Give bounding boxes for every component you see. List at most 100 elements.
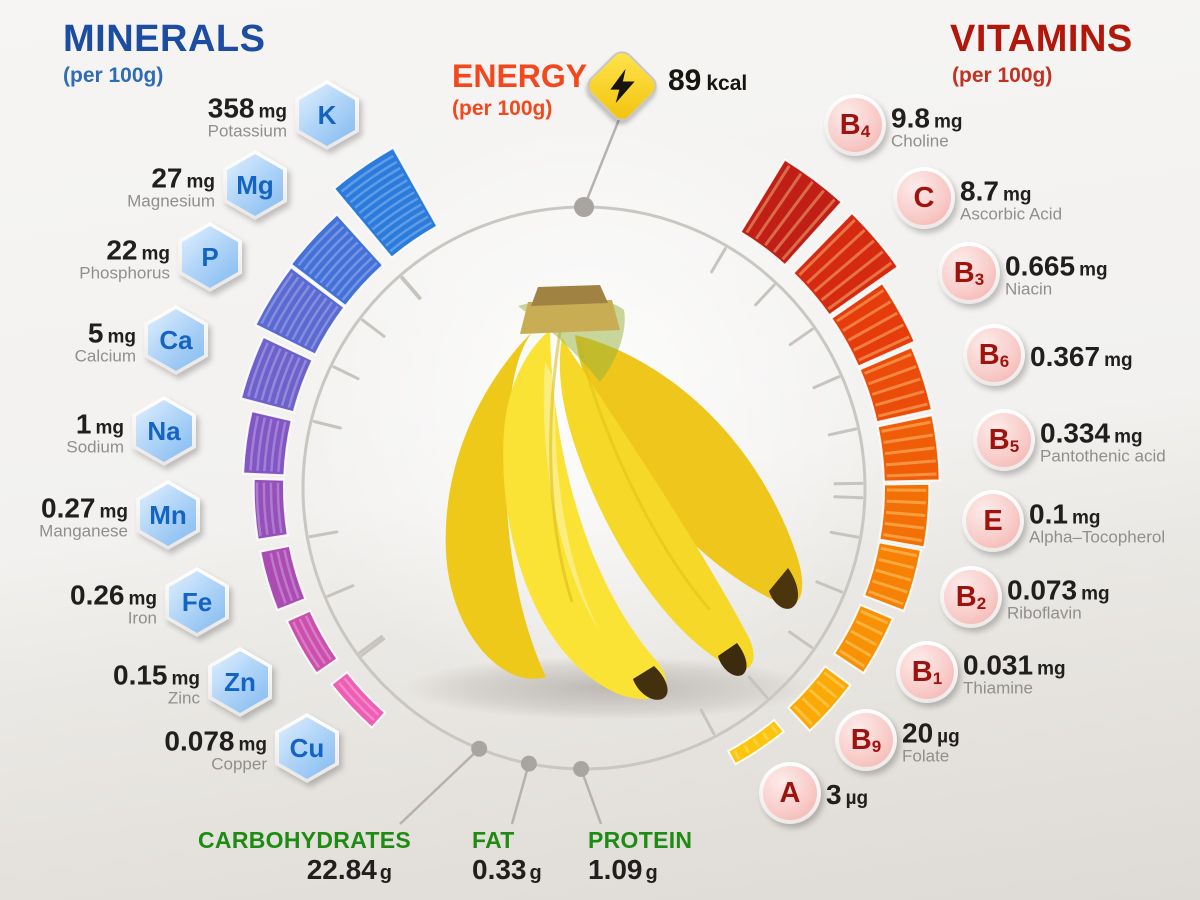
vitamin-circle-badge: C — [893, 167, 955, 229]
segment-stripe — [863, 352, 912, 375]
segment-stripe — [260, 272, 294, 325]
minerals-header: MINERALS (per 100g) — [63, 20, 265, 88]
axis-tick — [312, 420, 342, 430]
mineral-symbol: Ca — [159, 324, 193, 355]
vitamin-row: 8.7 mg Ascorbic Acid — [960, 176, 1062, 225]
segment-stripe — [376, 203, 422, 236]
axis-tick — [833, 495, 864, 500]
segment-stripe — [272, 280, 305, 331]
vitamin-value: 0.367 mg — [1030, 341, 1133, 372]
segment-stripe — [263, 418, 273, 472]
segment-stripe — [880, 546, 918, 558]
mineral-row: 0.078 mg Copper — [164, 726, 267, 775]
segment-stripe — [255, 482, 262, 536]
segment-stripe — [380, 209, 426, 242]
mineral-row: 0.27 mg Manganese — [39, 493, 128, 542]
segment-stripe — [269, 552, 287, 604]
mineral-symbol: P — [201, 241, 219, 272]
segment-stripe — [871, 377, 921, 396]
vitamin-symbol-subscript: 1 — [932, 669, 943, 688]
vitamin-arc-segment — [791, 211, 900, 317]
segment-stripe — [343, 677, 380, 716]
axis-tick — [754, 283, 776, 307]
segment-stripe — [733, 750, 741, 760]
minerals-subtitle: (per 100g) — [63, 64, 164, 87]
vitamins-title: VITAMINS — [950, 18, 1133, 60]
mineral-value: 358 mg — [207, 92, 287, 124]
segment-stripe — [883, 433, 934, 444]
mineral-name: Zinc — [167, 688, 200, 708]
segment-stripe — [338, 682, 375, 722]
energy-subtitle: (per 100g) — [452, 97, 553, 120]
segment-stripe — [303, 301, 334, 347]
vitamin-row: 3 µg — [826, 779, 868, 811]
segment-stripe — [801, 697, 822, 717]
vitamin-symbol-subscript: 6 — [999, 352, 1010, 371]
mineral-symbol: Cu — [289, 732, 325, 763]
mineral-arc-segment — [289, 212, 385, 308]
macro-fat: FAT 0.33 g — [472, 827, 542, 886]
mineral-row: 358 mg Potassium — [208, 93, 287, 142]
energy-kcal-number: 89 — [668, 64, 702, 97]
segment-stripe — [885, 459, 936, 467]
segment-stripe — [270, 420, 280, 472]
axis-tick — [812, 375, 841, 390]
axis-tick — [829, 530, 860, 539]
mineral-arc-segment — [332, 146, 439, 260]
vitamin-row: 9.8 mg Choline — [891, 103, 962, 152]
segment-stripe — [287, 359, 308, 408]
segment-stripe — [283, 549, 300, 599]
segment-stripe — [371, 197, 419, 231]
mineral-value: 5 mg — [87, 317, 136, 349]
macro-carbohydrates: CARBOHYDRATES 22.84 g — [198, 827, 411, 886]
mineral-symbol: Na — [147, 415, 181, 446]
segment-stripe — [770, 724, 779, 734]
energy-title: ENERGY — [452, 58, 588, 94]
segment-stripe — [808, 688, 830, 708]
mineral-symbol: Zn — [224, 666, 256, 697]
segment-stripe — [308, 231, 350, 275]
mineral-symbol: K — [317, 99, 337, 130]
segment-stripe — [389, 221, 433, 253]
segment-stripe — [844, 639, 872, 658]
vitamin-name: Choline — [891, 131, 949, 151]
vitamin-value: 0.1 mg — [1029, 498, 1101, 530]
mineral-symbol: Mn — [149, 499, 187, 530]
segment-stripe — [820, 250, 884, 302]
vitamin-symbol: B — [850, 723, 872, 756]
axis-tick — [358, 635, 384, 655]
segment-stripe — [883, 533, 923, 543]
segment-stripe — [823, 671, 846, 690]
segment-stripe — [813, 239, 875, 293]
vitamin-arc-segment — [858, 345, 934, 424]
axis-tick — [788, 327, 814, 347]
fat-connector-line — [510, 763, 531, 825]
axis-tick — [788, 630, 814, 649]
mineral-arc-segment — [259, 544, 307, 612]
segment-stripe — [367, 191, 415, 225]
fat-value: 0.33 g — [472, 854, 542, 885]
segment-stripe — [319, 241, 359, 284]
mineral-row: 5 mg Calcium — [75, 318, 136, 367]
mineral-value: 0.078 mg — [164, 725, 267, 757]
vitamin-name: Thiamine — [963, 678, 1033, 698]
segment-stripe — [793, 705, 814, 726]
segment-stripe — [277, 421, 287, 472]
mineral-hexagon-badge: Ca — [144, 305, 208, 375]
vitamin-value: 0.031 mg — [963, 649, 1066, 681]
vitamin-arc-segment — [739, 158, 844, 267]
vitamin-value: 9.8 mg — [891, 102, 963, 134]
segment-stripe — [303, 225, 345, 271]
vitamin-row: 0.665 mg Niacin — [1005, 251, 1108, 300]
vitamin-symbol: B — [953, 256, 975, 289]
ring-layer — [239, 111, 941, 825]
vitamin-row: 0.031 mg Thiamine — [963, 650, 1066, 699]
segment-stripe — [330, 251, 369, 292]
mineral-symbol: Fe — [181, 586, 213, 617]
segment-stripe — [855, 619, 884, 636]
mineral-name: Potassium — [207, 121, 287, 141]
